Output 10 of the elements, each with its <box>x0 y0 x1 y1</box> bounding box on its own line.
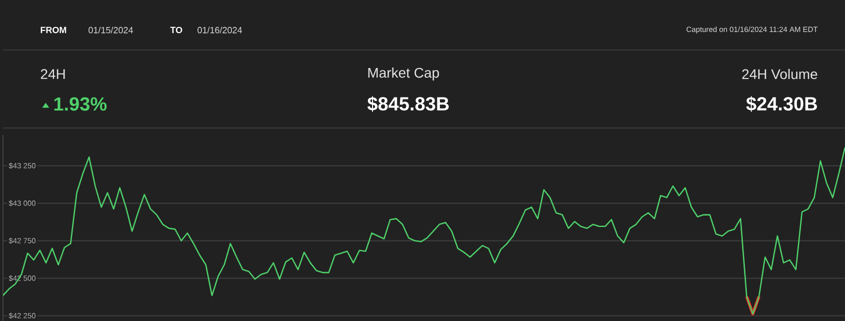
text: TO <box>170 26 182 34</box>
text: 01/15/2024 <box>88 26 133 34</box>
text: FROM <box>40 26 66 34</box>
text: 24H Volume <box>742 68 818 80</box>
text: $24.30B <box>746 96 817 112</box>
text: $845.83B <box>367 96 449 112</box>
text: Market Cap <box>368 67 439 81</box>
text: 24H <box>40 69 65 79</box>
text: 01/16/2024 <box>198 26 242 34</box>
text: 1.93% <box>54 97 107 111</box>
